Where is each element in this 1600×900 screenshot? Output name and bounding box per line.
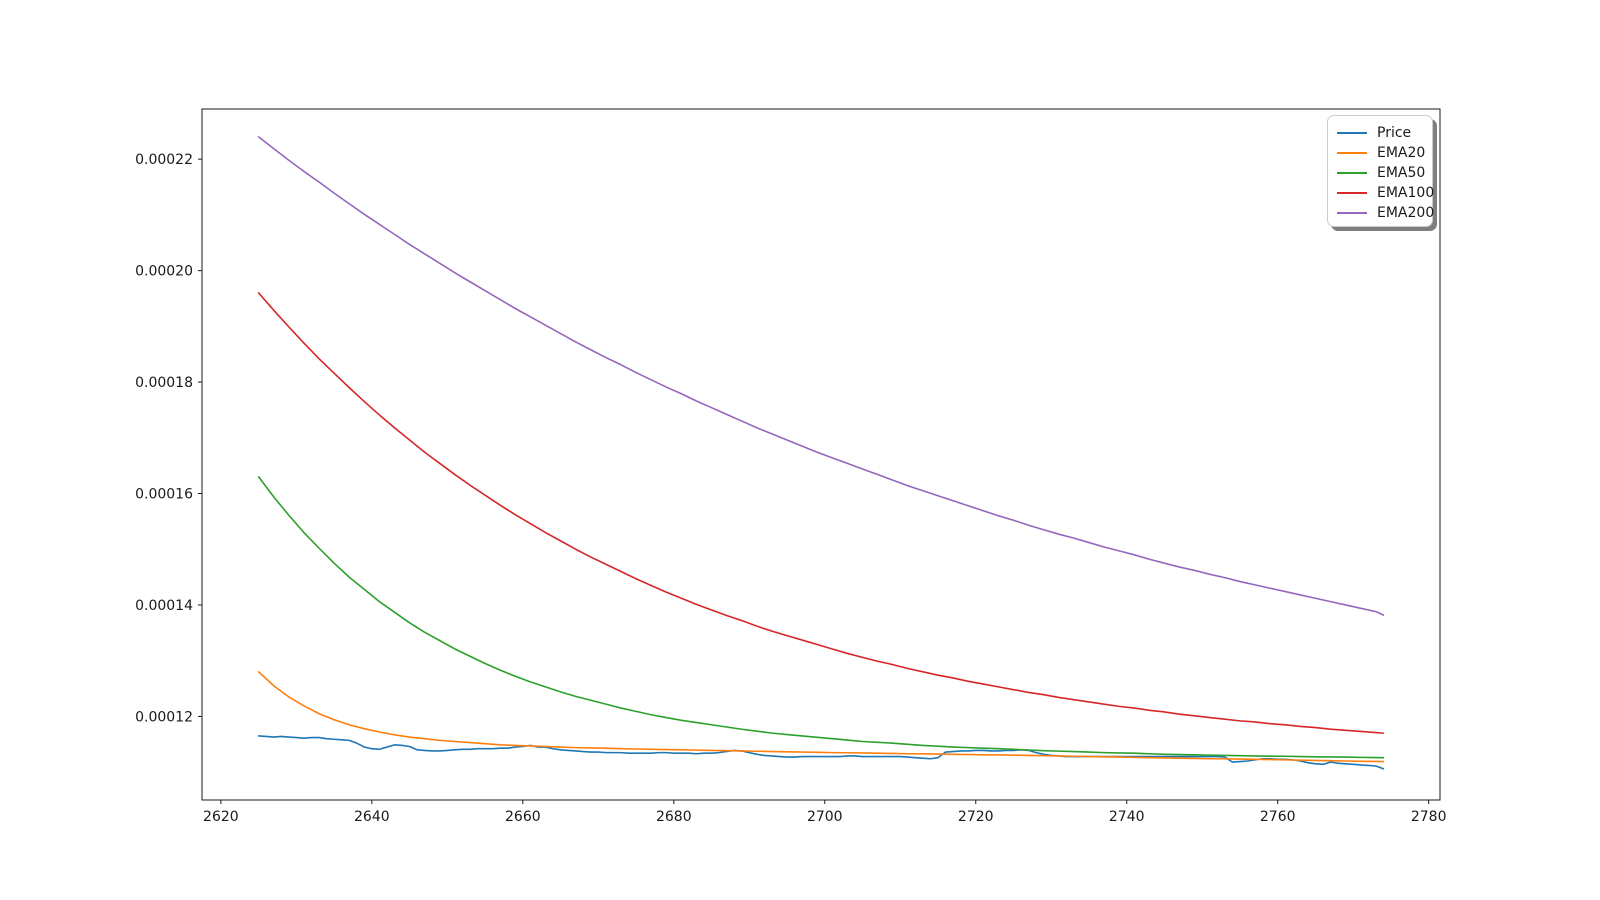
legend-line-sample — [1337, 192, 1367, 194]
series-line-EMA100 — [257, 292, 1385, 734]
legend-line-sample — [1337, 172, 1367, 174]
y-tick-label: 0.00012 — [135, 709, 193, 725]
legend-label: EMA20 — [1377, 145, 1426, 161]
x-tick-label: 2620 — [203, 809, 239, 825]
legend-line-sample — [1337, 132, 1367, 134]
x-tick-label: 2720 — [958, 809, 994, 825]
legend-label: EMA100 — [1377, 185, 1435, 201]
legend-item: EMA100 — [1328, 183, 1435, 203]
y-tick-label: 0.00020 — [135, 264, 193, 280]
legend-item: EMA50 — [1328, 163, 1432, 183]
y-tick-label: 0.00018 — [135, 375, 193, 391]
legend-line-sample — [1337, 152, 1367, 154]
x-tick-label: 2700 — [807, 809, 843, 825]
series-line-EMA50 — [257, 475, 1385, 759]
legend-item: EMA20 — [1328, 143, 1432, 163]
legend-label: EMA200 — [1377, 205, 1435, 221]
legend-label: Price — [1377, 125, 1412, 141]
x-tick-label: 2680 — [656, 809, 692, 825]
x-tick-label: 2640 — [354, 809, 390, 825]
legend-line-sample — [1337, 212, 1367, 214]
series-line-EMA200 — [257, 136, 1385, 616]
y-tick-label: 0.00014 — [135, 598, 193, 614]
legend-label: EMA50 — [1377, 165, 1426, 181]
x-tick-label: 2660 — [505, 809, 541, 825]
x-tick-label: 2780 — [1411, 809, 1447, 825]
legend-item: EMA200 — [1328, 203, 1435, 223]
legend-item: Price — [1328, 123, 1432, 143]
series-line-EMA20 — [257, 671, 1385, 763]
x-tick-label: 2760 — [1260, 809, 1296, 825]
legend: Price EMA20 EMA50 EMA100 EMA200 — [1327, 115, 1435, 227]
x-tick-label: 2740 — [1109, 809, 1145, 825]
y-tick-label: 0.00016 — [135, 487, 193, 503]
series-line-Price — [257, 735, 1385, 770]
y-tick-label: 0.00022 — [135, 152, 193, 168]
